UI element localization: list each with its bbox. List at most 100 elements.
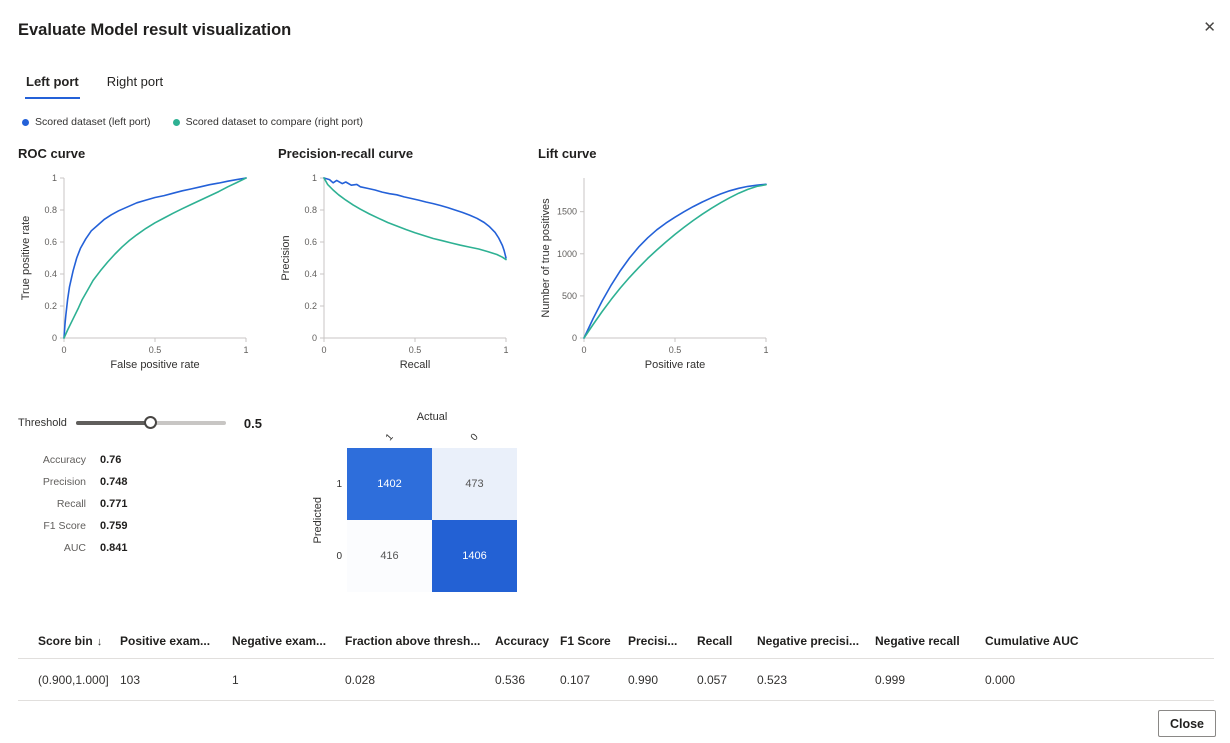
svg-text:False positive rate: False positive rate: [110, 359, 199, 371]
threshold-slider-track[interactable]: [75, 416, 226, 429]
cell-fraction-above-threshold: 0.028: [345, 672, 376, 687]
lift-curve-block: Lift curve 0 0.5 1 0 500 1000 1500 Positive rat…: [538, 146, 798, 374]
svg-text:0.4: 0.4: [304, 269, 317, 279]
port-tabs: Left port Right port: [25, 70, 164, 99]
metric-recall: Recall 0.771: [18, 493, 128, 515]
svg-text:0.2: 0.2: [44, 301, 57, 311]
svg-text:0.6: 0.6: [304, 237, 317, 247]
table-row: (0.900,1.000] 103 1 0.028 0.536 0.107 0.…: [18, 659, 1214, 701]
svg-text:1000: 1000: [557, 249, 577, 259]
confusion-matrix-predicted-label: Predicted: [312, 448, 324, 592]
precision-recall-chart: 0 0.5 1 0 0.2 0.4 0.6 0.8 1 Recall Precision: [280, 173, 509, 371]
predicted-label-text: Predicted: [312, 496, 324, 544]
close-icon[interactable]: ✕: [1203, 19, 1216, 36]
svg-text:500: 500: [562, 291, 577, 301]
cell-cumulative-auc: 0.000: [985, 672, 1016, 687]
metric-label: F1 Score: [43, 520, 86, 532]
precision-recall-title: Precision-recall curve: [278, 146, 414, 161]
metric-label: AUC: [63, 542, 86, 554]
cell-f1-score: 0.107: [560, 672, 591, 687]
svg-text:0.8: 0.8: [304, 205, 317, 215]
svg-text:0.5: 0.5: [409, 345, 422, 355]
svg-text:0.8: 0.8: [44, 205, 57, 215]
svg-text:Precision: Precision: [280, 235, 292, 280]
metric-value: 0.76: [100, 454, 122, 466]
table-header-score-bin[interactable]: Score bin ↓: [38, 634, 120, 648]
svg-text:1500: 1500: [557, 207, 577, 217]
cell-accuracy: 0.536: [495, 672, 526, 687]
precision-recall-block: Precision-recall curve 0 0.5 1 0 0.2 0.4 0.6 0.…: [278, 146, 538, 374]
legend-item-right-port: Scored dataset to compare (right port): [172, 116, 363, 128]
series-legend: Scored dataset (left port) Scored datase…: [22, 116, 363, 128]
svg-text:1: 1: [503, 345, 508, 355]
svg-text:1: 1: [243, 345, 248, 355]
svg-text:0.6: 0.6: [44, 237, 57, 247]
confusion-matrix-col-label-1: 1: [383, 431, 396, 444]
roc-curve-chart: 0 0.5 1 0 0.2 0.4 0.6 0.8 1 False positive rate Tr…: [20, 173, 249, 371]
confusion-cell-false-positive: 473: [432, 448, 517, 520]
svg-text:True positive rate: True positive rate: [20, 216, 32, 301]
lift-curve-chart: 0 0.5 1 0 500 1000 1500 Positive rate Number of …: [540, 178, 769, 371]
confusion-cell-true-positive: 1402: [347, 448, 432, 520]
svg-text:1: 1: [763, 345, 768, 355]
cell-positive-examples: 103: [120, 672, 141, 687]
metric-value: 0.759: [100, 520, 128, 532]
confusion-matrix: Actual 1 0 Predicted 1 0 1402 473 416 14…: [300, 408, 560, 598]
cell-score-bin: (0.900,1.000]: [38, 672, 109, 687]
table-header-f1-score[interactable]: F1 Score: [560, 634, 611, 648]
metric-value: 0.748: [100, 476, 128, 488]
metric-f1-score: F1 Score 0.759: [18, 515, 128, 537]
score-bin-table: Score bin ↓ Positive exam... Negative exa…: [18, 624, 1214, 701]
svg-text:0: 0: [321, 345, 326, 355]
table-header-row: Score bin ↓ Positive exam... Negative exa…: [18, 624, 1214, 659]
table-header-fraction-above-threshold[interactable]: Fraction above thresh...: [345, 634, 481, 648]
table-header-negative-examples[interactable]: Negative exam...: [232, 634, 327, 648]
lift-curve-title: Lift curve: [538, 146, 597, 161]
tab-right-port[interactable]: Right port: [106, 74, 164, 89]
blue-series-dot-icon: [22, 118, 29, 126]
page-title: Evaluate Model result visualization: [18, 21, 292, 39]
cell-negative-precision: 0.523: [757, 672, 788, 687]
confusion-cell-false-negative: 416: [347, 520, 432, 592]
table-header-precision[interactable]: Precisi...: [628, 634, 678, 648]
svg-text:Positive rate: Positive rate: [645, 359, 706, 371]
metric-auc: AUC 0.841: [18, 537, 128, 559]
cell-recall: 0.057: [697, 672, 728, 687]
table-header-recall[interactable]: Recall: [697, 634, 733, 648]
svg-text:0.4: 0.4: [44, 269, 57, 279]
roc-curve-block: ROC curve 0 0.5 1 0 0.2 0.4 0.6 0.8 1 False posit…: [18, 146, 278, 374]
metric-accuracy: Accuracy 0.76: [18, 449, 128, 471]
table-header-accuracy[interactable]: Accuracy: [495, 634, 550, 648]
table-header-positive-examples[interactable]: Positive exam...: [120, 634, 211, 648]
legend-label: Scored dataset to compare (right port): [185, 116, 363, 128]
svg-text:0.2: 0.2: [304, 301, 317, 311]
svg-text:0: 0: [581, 345, 586, 355]
svg-text:0: 0: [312, 333, 317, 343]
threshold-label: Threshold: [18, 417, 67, 429]
metric-value: 0.841: [100, 542, 128, 554]
legend-label: Scored dataset (left port): [35, 116, 151, 128]
svg-text:1: 1: [52, 173, 57, 183]
confusion-matrix-grid: 1402 473 416 1406: [347, 448, 517, 592]
svg-text:0.5: 0.5: [149, 345, 162, 355]
threshold-slider-handle[interactable]: [143, 416, 157, 429]
svg-text:1: 1: [312, 173, 317, 183]
confusion-cell-true-negative: 1406: [432, 520, 517, 592]
table-header-negative-recall[interactable]: Negative recall: [875, 634, 960, 648]
metric-label: Recall: [56, 498, 86, 510]
threshold-value: 0.5: [243, 415, 262, 431]
svg-text:0: 0: [572, 333, 577, 343]
teal-series-dot-icon: [172, 118, 180, 126]
charts-row: ROC curve 0 0.5 1 0 0.2 0.4 0.6 0.8 1 False posit…: [18, 146, 798, 374]
metric-precision: Precision 0.748: [18, 471, 128, 493]
close-button[interactable]: Close: [1158, 710, 1216, 737]
confusion-matrix-col-label-0: 0: [468, 431, 481, 444]
tab-left-port[interactable]: Left port: [25, 70, 80, 99]
threshold-slider-fill: [75, 421, 151, 425]
table-header-negative-precision[interactable]: Negative precisi...: [757, 634, 860, 648]
roc-curve-title: ROC curve: [18, 146, 86, 161]
table-header-cumulative-auc[interactable]: Cumulative AUC: [985, 634, 1079, 648]
svg-text:Recall: Recall: [400, 359, 431, 371]
svg-text:0: 0: [52, 333, 57, 343]
